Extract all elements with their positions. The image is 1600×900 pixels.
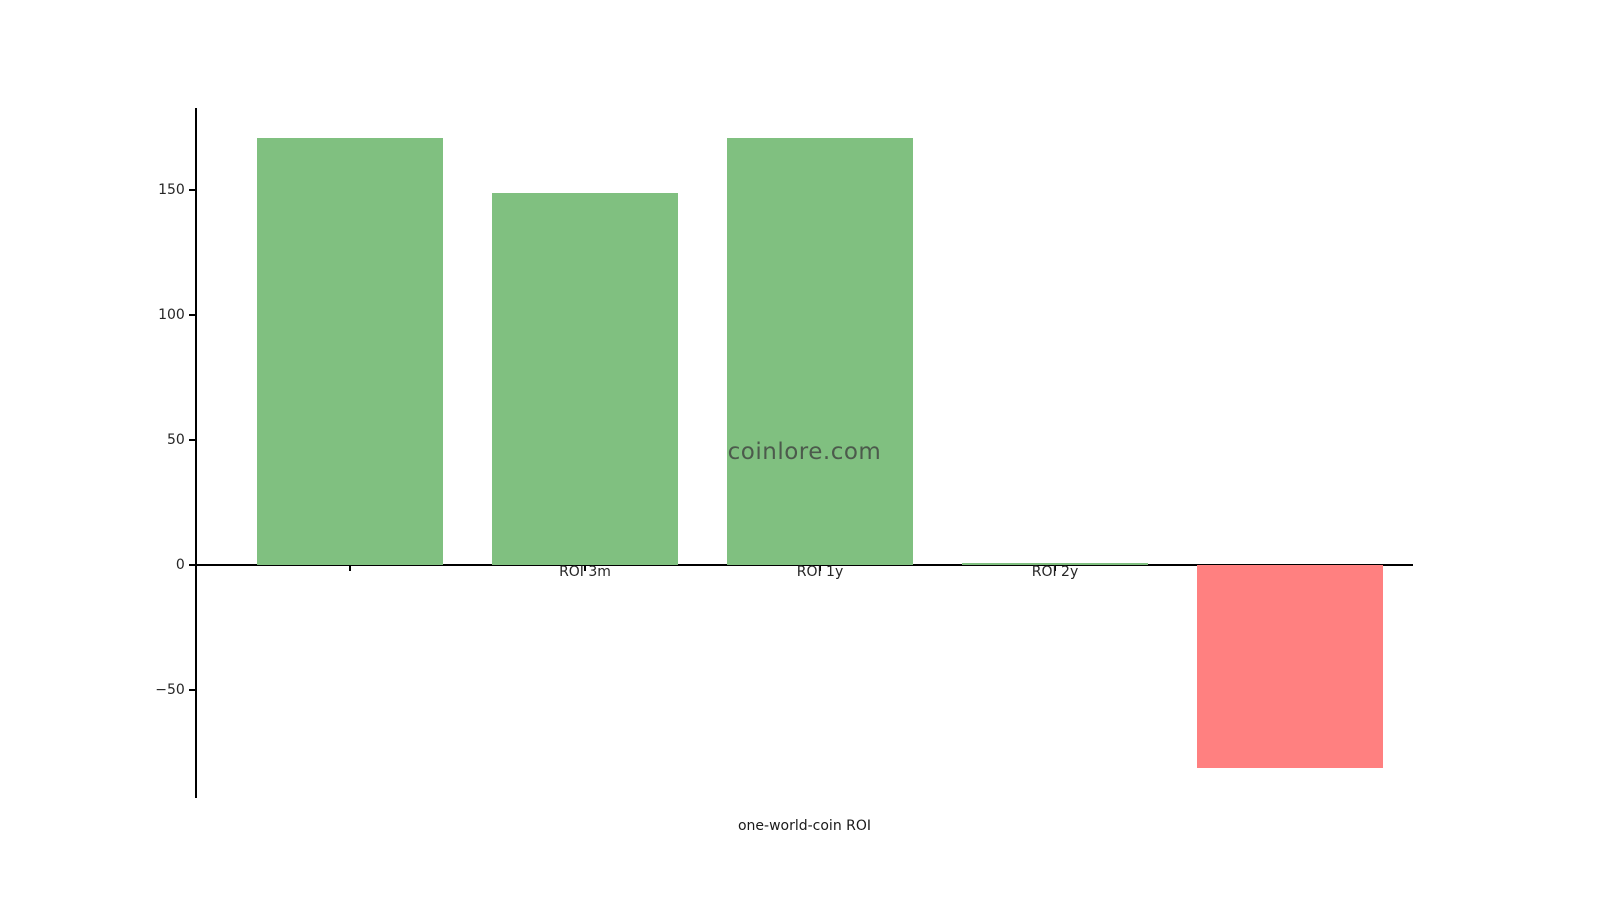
y-tick-mark bbox=[188, 564, 196, 566]
bar-roi-3m bbox=[492, 192, 678, 565]
y-axis-line bbox=[195, 107, 197, 798]
y-tick-label: 50 bbox=[166, 431, 185, 448]
x-tick-mark bbox=[1054, 565, 1056, 571]
y-tick-label: −50 bbox=[155, 681, 185, 698]
x-tick-label: ROI 2y bbox=[1031, 564, 1079, 580]
chart-title: one-world-coin ROI bbox=[737, 818, 872, 834]
bar-roi-2y bbox=[962, 562, 1148, 565]
y-tick-mark bbox=[188, 439, 196, 441]
bar-period-5 bbox=[1197, 565, 1383, 768]
y-tick-mark bbox=[188, 189, 196, 191]
x-tick-mark bbox=[819, 565, 821, 571]
x-tick-mark bbox=[584, 565, 586, 571]
y-tick-label: 0 bbox=[175, 556, 185, 573]
x-tick-label: ROI 1y bbox=[796, 564, 844, 580]
x-tick-mark bbox=[349, 565, 351, 571]
watermark-text: coinlore.com bbox=[727, 439, 882, 465]
y-tick-label: 100 bbox=[158, 306, 185, 323]
y-tick-label: 150 bbox=[158, 181, 185, 198]
x-tick-label: ROI 3m bbox=[559, 564, 611, 580]
bar-roi-1y bbox=[727, 137, 913, 565]
y-tick-mark bbox=[188, 689, 196, 691]
y-tick-mark bbox=[188, 314, 196, 316]
bar-period-1 bbox=[257, 137, 443, 565]
